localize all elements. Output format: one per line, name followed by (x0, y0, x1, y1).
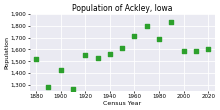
Point (46, 87, 50, 88)
Point (96, 57, 99, 59)
Point (207, 49, 210, 50)
Point (59, 69, 62, 71)
Point (83, 54, 87, 56)
Point (133, 36, 136, 37)
Point (157, 38, 161, 40)
Title: Population of Ackley, Iowa: Population of Ackley, Iowa (72, 4, 172, 13)
Point (71, 88, 75, 89)
Point (170, 21, 173, 23)
Point (194, 50, 198, 52)
Point (34, 58, 38, 59)
Point (108, 53, 112, 55)
Point (182, 50, 185, 52)
Y-axis label: Population: Population (4, 36, 9, 69)
Point (120, 47, 124, 49)
Point (145, 25, 149, 27)
X-axis label: Census Year: Census Year (103, 101, 141, 106)
